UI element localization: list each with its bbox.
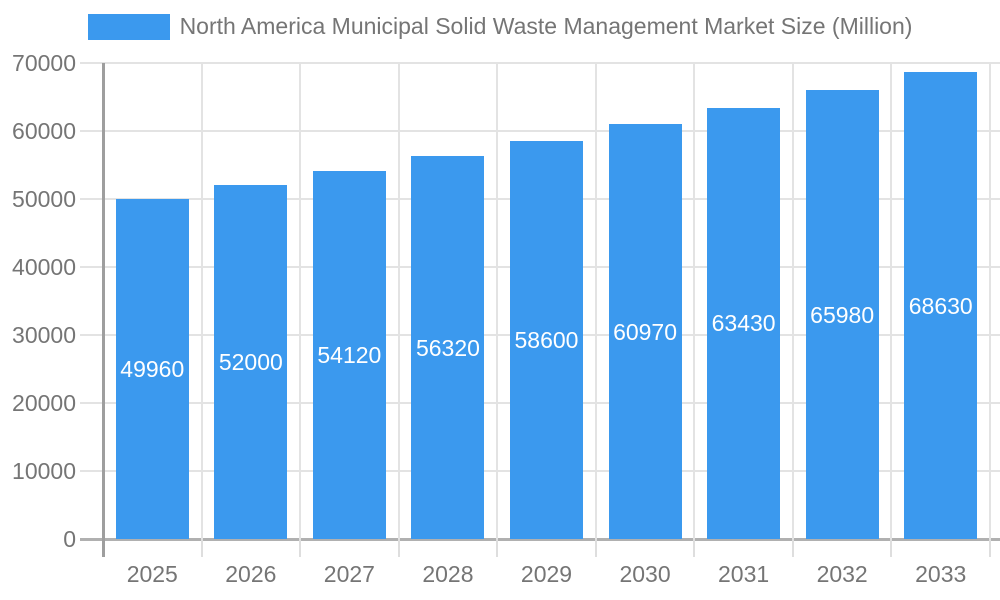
x-axis-tick bbox=[594, 539, 597, 557]
legend: North America Municipal Solid Waste Mana… bbox=[0, 13, 1000, 40]
bar-value-label: 58600 bbox=[514, 326, 579, 353]
x-axis-tick-label: 2031 bbox=[718, 561, 770, 587]
bar-2028[interactable] bbox=[411, 156, 485, 539]
x-axis-tick-label: 2030 bbox=[619, 561, 671, 587]
y-axis-line bbox=[101, 63, 105, 557]
y-axis-tick-label: 70000 bbox=[12, 50, 76, 76]
x-gridline bbox=[890, 63, 893, 539]
y-axis-tick-label: 30000 bbox=[12, 322, 76, 348]
bar-2030[interactable] bbox=[608, 124, 682, 539]
x-gridline bbox=[594, 63, 597, 539]
x-gridline bbox=[200, 63, 203, 539]
y-axis-tick-label: 10000 bbox=[12, 458, 76, 484]
bar-value-label: 60970 bbox=[613, 318, 678, 345]
x-axis-tick-label: 2032 bbox=[816, 561, 868, 587]
bar-value-label: 63430 bbox=[711, 310, 776, 337]
bar-2026[interactable] bbox=[214, 185, 288, 539]
y-axis-tick-label: 50000 bbox=[12, 186, 76, 212]
y-axis-tick-label: 40000 bbox=[12, 254, 76, 280]
x-axis-tick bbox=[200, 539, 203, 557]
x-gridline bbox=[496, 63, 499, 539]
x-axis-tick bbox=[989, 539, 991, 557]
bar-2025[interactable] bbox=[115, 199, 189, 539]
x-axis-tick bbox=[791, 539, 794, 557]
y-gridline bbox=[80, 62, 1000, 64]
bar-2033[interactable] bbox=[904, 72, 978, 539]
bar-value-label: 54120 bbox=[317, 341, 382, 368]
y-axis-tick-label: 60000 bbox=[12, 118, 76, 144]
bar-2031[interactable] bbox=[707, 107, 781, 539]
x-gridline bbox=[397, 63, 400, 539]
x-gridline bbox=[299, 63, 302, 539]
bar-value-label: 49960 bbox=[120, 356, 185, 383]
bar-2029[interactable] bbox=[510, 140, 583, 539]
x-axis-tick-label: 2025 bbox=[126, 561, 178, 587]
bar-2027[interactable] bbox=[312, 170, 386, 539]
x-gridline bbox=[989, 63, 991, 539]
x-axis-tick bbox=[397, 539, 400, 557]
x-axis-tick-label: 2033 bbox=[915, 561, 967, 587]
x-axis-tick-label: 2026 bbox=[225, 561, 277, 587]
bar-value-label: 56320 bbox=[415, 334, 480, 361]
x-axis-tick bbox=[496, 539, 499, 557]
y-gridline bbox=[80, 130, 1000, 132]
bar-2032[interactable] bbox=[805, 90, 879, 539]
bar-value-label: 65980 bbox=[810, 301, 875, 328]
bar-value-label: 52000 bbox=[218, 349, 283, 376]
x-gridline bbox=[791, 63, 794, 539]
x-axis-tick bbox=[890, 539, 893, 557]
x-gridline bbox=[693, 63, 696, 539]
legend-swatch-icon bbox=[87, 13, 170, 40]
legend-title: North America Municipal Solid Waste Mana… bbox=[179, 13, 913, 39]
y-axis-tick-label: 0 bbox=[63, 526, 76, 552]
bar-value-label: 68630 bbox=[908, 292, 973, 319]
x-axis-tick-label: 2027 bbox=[323, 561, 375, 587]
x-axis-line bbox=[80, 538, 1000, 541]
legend-item[interactable]: North America Municipal Solid Waste Mana… bbox=[87, 13, 913, 40]
y-axis-tick-label: 20000 bbox=[12, 390, 76, 416]
x-axis-tick-label: 2028 bbox=[422, 561, 474, 587]
x-axis-tick bbox=[299, 539, 302, 557]
x-axis-tick bbox=[693, 539, 696, 557]
x-axis-tick-label: 2029 bbox=[520, 561, 573, 587]
